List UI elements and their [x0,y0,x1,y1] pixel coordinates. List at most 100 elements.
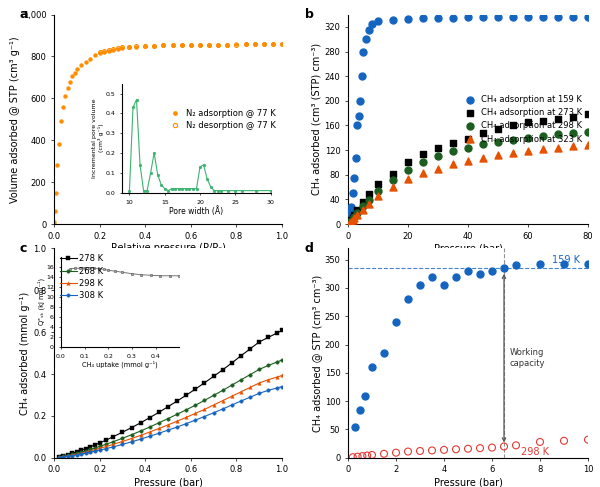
CH₄ adsorption at 298 K [346,218,355,226]
298 K [64,453,71,459]
N₂ adsorption @ 77 K [151,43,158,49]
Point [391,318,401,326]
CH₄ adsorption at 273 K [403,159,413,167]
N₂ desorption @ 77 K [196,42,203,48]
308 K [82,450,89,456]
278 K [64,452,71,458]
Point [475,270,485,278]
Point [499,264,509,272]
Point [391,449,401,457]
CH₄ adsorption at 323 K [348,216,358,224]
N₂ desorption @ 77 K [96,49,103,55]
Y-axis label: CH₄ adsorbed (mmol g⁻¹): CH₄ adsorbed (mmol g⁻¹) [20,291,31,415]
CH₄ adsorption at 273 K [463,135,473,143]
CH₄ adsorption at 159 K [568,13,578,21]
Legend: 278 K, 268 K, 298 K, 308 K: 278 K, 268 K, 298 K, 308 K [58,253,105,302]
CH₄ adsorption at 159 K [367,20,377,28]
278 K [256,339,263,345]
CH₄ adsorption at 298 K [373,187,383,195]
CH₄ adsorption at 323 K [364,201,374,208]
308 K [103,446,110,451]
278 K [238,353,245,359]
CH₄ adsorption at 273 K [348,214,358,222]
298 K [210,402,217,408]
308 K [55,455,62,461]
CH₄ adsorption at 273 K [478,129,488,137]
CH₄ adsorption at 298 K [364,196,374,204]
308 K [73,452,80,458]
Point [348,453,358,461]
CH₄ adsorption at 273 K [448,139,458,147]
308 K [91,448,98,454]
Point [463,445,473,452]
298 K [68,452,76,458]
308 K [265,388,272,393]
Point [360,392,370,399]
N₂ adsorption @ 77 K [82,59,89,65]
CH₄ adsorption at 298 K [433,152,443,160]
308 K [164,427,172,433]
CH₄ adsorption at 273 K [344,219,354,226]
N₂ desorption @ 77 K [110,46,117,52]
CH₄ adsorption at 159 K [354,112,364,120]
CH₄ adsorption at 273 K [373,180,383,188]
N₂ adsorption @ 77 K [133,44,140,50]
N₂ adsorption @ 77 K [55,142,62,148]
Text: b: b [305,8,314,21]
N₂ adsorption @ 77 K [59,104,67,110]
298 K [91,447,98,452]
CH₄ adsorption at 298 K [478,140,488,148]
CH₄ adsorption at 323 K [349,215,359,223]
Point [350,423,360,431]
CH₄ adsorption at 298 K [403,166,413,174]
N₂ desorption @ 77 K [269,41,277,47]
N₂ adsorption @ 77 K [215,41,222,47]
Legend: N₂ adsorption @ 77 K, N₂ desorption @ 77 K: N₂ adsorption @ 77 K, N₂ desorption @ 77… [166,107,278,131]
308 K [192,417,199,423]
N₂ desorption @ 77 K [125,44,133,50]
Text: c: c [20,242,27,255]
278 K [137,420,144,426]
CH₄ adsorption at 159 K [478,13,488,21]
268 K [173,412,181,417]
268 K [274,359,281,365]
N₂ adsorption @ 77 K [196,42,203,48]
CH₄ adsorption at 323 K [583,141,593,149]
N₂ desorption @ 77 K [215,41,222,47]
X-axis label: Pressure (bar): Pressure (bar) [434,477,502,487]
CH₄ adsorption at 323 K [538,146,548,153]
N₂ desorption @ 77 K [260,41,268,47]
308 K [278,384,286,390]
Point [379,450,389,458]
CH₄ adsorption at 323 K [553,144,563,151]
CH₄ adsorption at 323 K [403,175,413,183]
X-axis label: Pressure (bar): Pressure (bar) [434,244,502,253]
278 K [201,380,208,386]
CH₄ adsorption at 273 K [358,199,368,206]
268 K [55,454,62,460]
298 K [164,422,172,428]
CH₄ adsorption at 298 K [344,219,354,227]
278 K [164,404,172,410]
268 K [82,448,89,454]
268 K [192,402,199,408]
Point [403,296,413,303]
CH₄ adsorption at 273 K [344,220,353,227]
268 K [201,397,208,403]
N₂ desorption @ 77 K [114,45,121,51]
CH₄ adsorption at 323 K [388,183,398,191]
298 K [274,374,281,380]
CH₄ adsorption at 323 K [418,169,428,177]
308 K [110,444,117,450]
N₂ desorption @ 77 K [133,43,140,49]
N₂ adsorption @ 77 K [91,53,98,58]
298 K [278,373,286,378]
CH₄ adsorption at 159 K [361,36,371,43]
268 K [228,382,235,388]
CH₄ adsorption at 273 K [349,211,359,219]
278 K [110,434,117,440]
CH₄ adsorption at 323 K [344,220,353,228]
Y-axis label: CH₄ adsorbed @ STP (cm³ cm⁻³): CH₄ adsorbed @ STP (cm³ cm⁻³) [312,275,322,431]
278 K [96,440,103,446]
Point [535,261,545,268]
